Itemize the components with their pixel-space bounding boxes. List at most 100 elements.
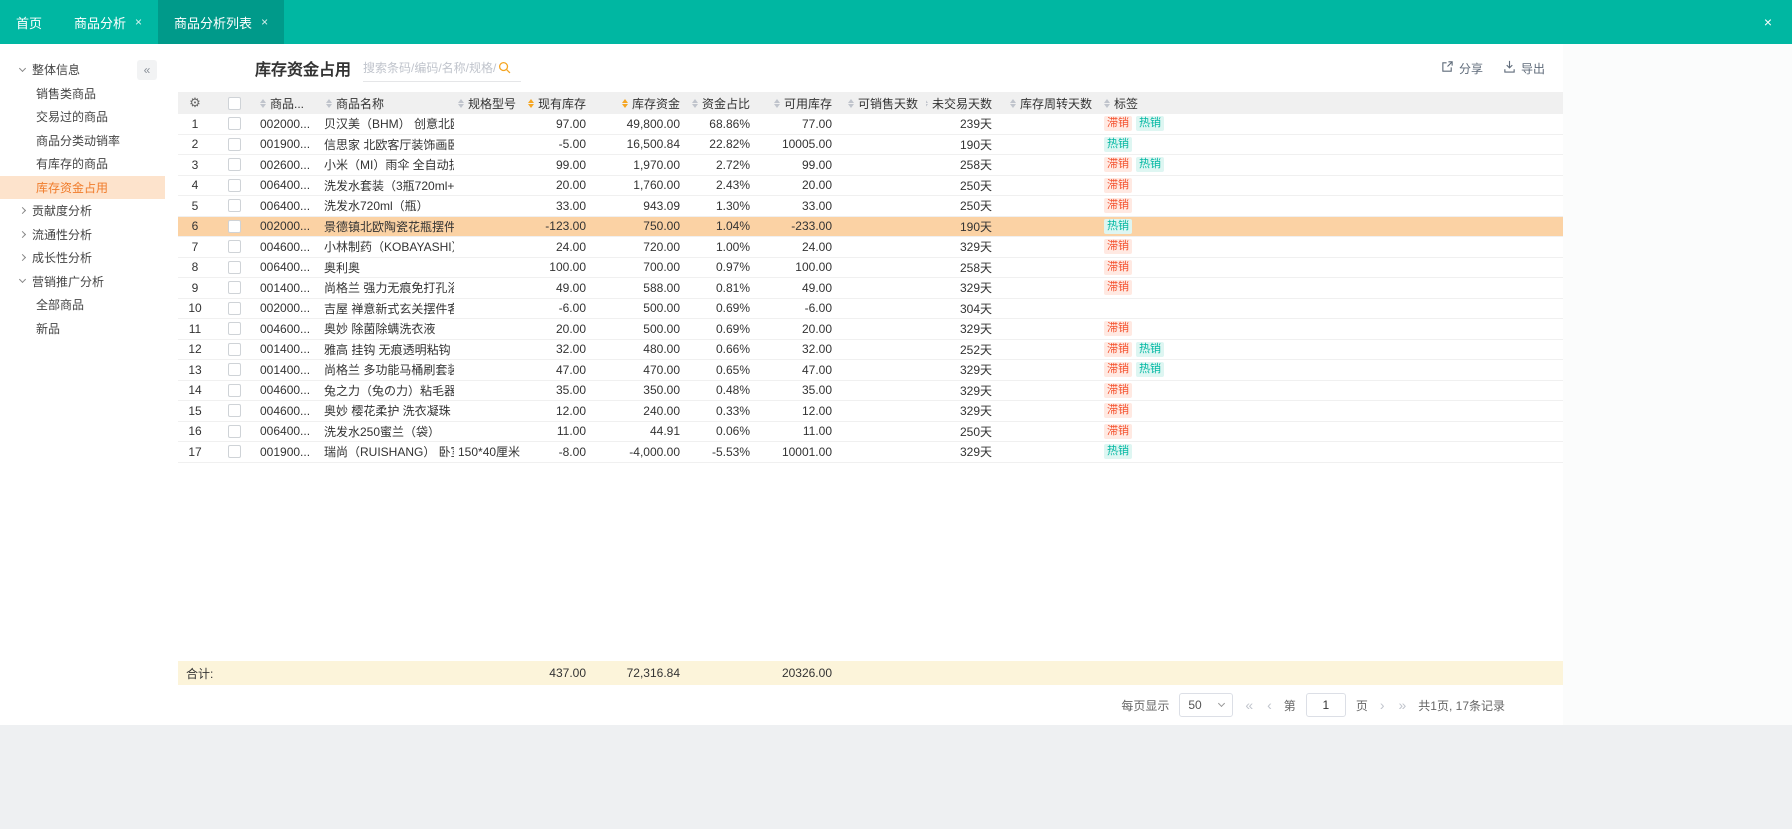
cell-name: 尚格兰 多功能马桶刷套装 刷 (324, 363, 454, 378)
table-row[interactable]: 12 001400... 雅高 挂钩 无痕透明粘钩 强 32.00 480.00 0.66… (178, 340, 1563, 360)
column-header[interactable]: 可用库存 (758, 92, 840, 114)
per-page-select[interactable]: 50 (1179, 693, 1234, 717)
tab-1[interactable]: 商品分析 × (58, 0, 158, 44)
table-row[interactable]: 11 004600... 奥妙 除菌除螨洗衣液 20.00 500.00 0.69% 20.… (178, 319, 1563, 340)
row-checkbox[interactable] (227, 137, 241, 151)
sidebar-item[interactable]: 全部商品 (0, 293, 165, 317)
sidebar-item[interactable]: 贡献度分析 (0, 199, 165, 223)
tab-2[interactable]: 商品分析列表 × (158, 0, 285, 44)
table-row[interactable]: 3 002600... 小米（MI）雨伞 全自动折叠 99.00 1,970.00 2.7… (178, 155, 1563, 176)
column-header[interactable]: 规格型号 (454, 92, 524, 114)
cell-tags: 热销 (1100, 135, 1563, 155)
table-row[interactable]: 2 001900... 信思家 北欧客厅装饰画卧室 -5.00 16,500.84 22.… (178, 135, 1563, 155)
row-checkbox[interactable] (227, 404, 241, 418)
page-number-input[interactable] (1305, 693, 1346, 717)
cell-ratio: 0.65% (715, 362, 750, 377)
sort-icon[interactable] (527, 98, 534, 108)
sort-icon[interactable] (621, 98, 628, 108)
table-row[interactable]: 14 004600... 兔之力（兔の力）粘毛器粘 35.00 350.00 0.48% 3… (178, 381, 1563, 401)
cell-name: 洗发水720ml（瓶） (324, 199, 429, 214)
column-header[interactable]: 商品名称 (322, 92, 454, 114)
sort-icon[interactable] (1104, 98, 1110, 108)
sidebar-item[interactable]: 销售类商品 (0, 82, 165, 106)
table-row[interactable]: 10 002000... 吉屋 禅意新式玄关摆件客厅 -6.00 500.00 0.69%… (178, 299, 1563, 319)
table-row[interactable]: 1 002000... 贝汉美（BHM） 创意北欧陶 97.00 49,800.00 68… (178, 114, 1563, 135)
table-row[interactable]: 16 006400... 洗发水250蜜兰（袋） 11.00 44.91 0.06% 11.… (178, 422, 1563, 442)
row-checkbox[interactable] (227, 322, 241, 336)
table-row[interactable]: 7 004600... 小林制药（KOBAYASHI）日 24.00 720.00 1.0… (178, 237, 1563, 258)
sort-icon[interactable] (847, 98, 854, 108)
row-checkbox[interactable] (227, 199, 241, 213)
sidebar-collapse-button[interactable]: « (137, 60, 157, 80)
sidebar-item[interactable]: 库存资金占用 (0, 175, 165, 199)
cell-spec (454, 381, 524, 401)
column-settings[interactable]: ⚙ (178, 92, 212, 114)
last-page-button[interactable]: » (1398, 697, 1407, 713)
row-checkbox[interactable] (227, 117, 241, 131)
table-row[interactable]: 13 001400... 尚格兰 多功能马桶刷套装 刷 47.00 470.00 0.65… (178, 360, 1563, 381)
select-all-checkbox[interactable] (227, 96, 241, 110)
column-header[interactable]: 标签 (1100, 92, 1563, 114)
tag-slow-moving: 滞销 (1104, 239, 1132, 255)
window-close-icon[interactable]: × (1763, 14, 1772, 30)
row-checkbox[interactable] (227, 301, 241, 315)
prev-page-button[interactable]: ‹ (1267, 697, 1272, 713)
row-checkbox[interactable] (227, 383, 241, 397)
sidebar-item[interactable]: 流通性分析 (0, 223, 165, 247)
table-row[interactable]: 15 004600... 奥妙 樱花柔护 洗衣凝珠 10 12.00 240.00 0.3… (178, 401, 1563, 422)
row-checkbox[interactable] (227, 240, 241, 254)
sort-icon[interactable] (773, 98, 780, 108)
row-checkbox[interactable] (227, 260, 241, 274)
first-page-button[interactable]: « (1245, 697, 1254, 713)
tab-0[interactable]: 首页 (0, 0, 58, 44)
sort-icon[interactable] (926, 98, 928, 108)
sort-icon[interactable] (260, 98, 266, 108)
search-input[interactable] (363, 60, 498, 75)
sort-icon[interactable] (458, 98, 464, 108)
row-checkbox[interactable] (227, 158, 241, 172)
column-header[interactable]: 商品... (256, 92, 322, 114)
column-header[interactable]: 可销售天数 (840, 92, 926, 114)
sidebar-item[interactable]: 交易过的商品 (0, 105, 165, 129)
row-checkbox[interactable] (227, 424, 241, 438)
table-row[interactable]: 9 001400... 尚格兰 强力无痕免打孔浴室 49.00 588.00 0.81% 4… (178, 278, 1563, 299)
row-checkbox[interactable] (227, 219, 241, 233)
sort-icon[interactable] (691, 98, 698, 108)
sidebar-item[interactable]: 成长性分析 (0, 246, 165, 270)
table-row[interactable]: 5 006400... 洗发水720ml（瓶） 33.00 943.09 1.30% 33.… (178, 196, 1563, 217)
tag-slow-moving: 滞销 (1104, 403, 1132, 419)
column-header[interactable]: 未交易天数 (926, 92, 1000, 114)
cell-available: 77.00 (801, 116, 832, 131)
tab-close-icon[interactable]: × (261, 15, 269, 29)
gear-icon[interactable]: ⚙ (189, 95, 201, 110)
column-header[interactable]: 现有库存 (524, 92, 594, 114)
column-header[interactable]: 库存周转天数 (1000, 92, 1100, 114)
cell-tags: 滞销 热销 (1100, 360, 1563, 380)
sidebar-item[interactable]: 商品分类动销率 (0, 129, 165, 153)
sidebar-item[interactable]: 整体信息 (0, 58, 165, 82)
sidebar-item[interactable]: 有库存的商品 (0, 152, 165, 176)
row-checkbox[interactable] (227, 178, 241, 192)
cell-capital: 1,970.00 (633, 157, 680, 172)
table-row[interactable]: 6 002000... 景德镇北欧陶瓷花瓶摆件 仿 -123.00 750.00 1.04… (178, 216, 1563, 237)
sort-icon[interactable] (326, 98, 332, 108)
row-index: 17 (188, 444, 202, 459)
table-row[interactable]: 4 006400... 洗发水套装（3瓶720ml+1瓶 20.00 1,760.00 2… (178, 176, 1563, 196)
column-header[interactable]: 资金占比 (688, 92, 758, 114)
sidebar-item[interactable]: 新品 (0, 317, 165, 341)
sort-icon[interactable] (1009, 98, 1016, 108)
tab-close-icon[interactable]: × (135, 15, 143, 29)
row-checkbox[interactable] (227, 445, 241, 459)
column-header[interactable]: 库存资金 (594, 92, 688, 114)
export-button[interactable]: 导出 (1503, 60, 1545, 77)
row-checkbox[interactable] (227, 281, 241, 295)
search-icon[interactable] (497, 60, 512, 75)
next-page-button[interactable]: › (1379, 697, 1385, 713)
cell-sellable-days (840, 340, 926, 360)
table-row[interactable]: 17 001900... 瑞尚（RUISHANG） 卧室满 150*40厘米 -8.00… (178, 442, 1563, 463)
share-button[interactable]: 分享 (1441, 60, 1483, 77)
row-checkbox[interactable] (227, 342, 241, 356)
row-checkbox[interactable] (227, 363, 241, 377)
sidebar-item[interactable]: 营销推广分析 (0, 270, 165, 294)
table-row[interactable]: 8 006400... 奥利奥 100.00 700.00 0.97% 100.00 258天… (178, 258, 1563, 278)
